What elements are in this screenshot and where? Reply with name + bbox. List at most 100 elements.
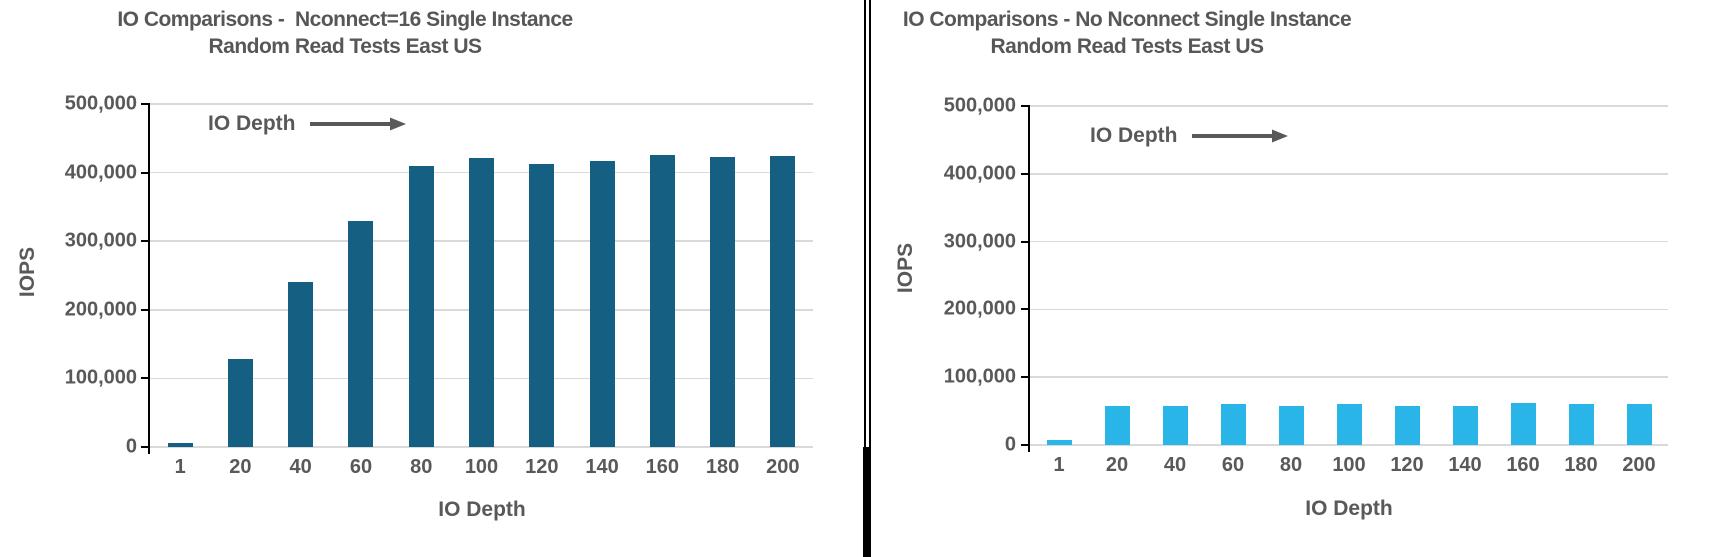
- bar-iodepth-200: [1626, 403, 1652, 445]
- x-tick-label: 60: [349, 456, 373, 478]
- x-tick-label: 20: [1105, 454, 1129, 476]
- y-axis-tick: [1021, 240, 1030, 243]
- x-tick-label: 1: [174, 456, 186, 478]
- y-tick-label: 200,000: [64, 298, 137, 321]
- bar-iodepth-1: [1046, 440, 1072, 445]
- bar-iodepth-100: [1336, 403, 1362, 445]
- x-tick-label: 100: [1332, 454, 1366, 476]
- panel-divider-bar: [863, 447, 871, 557]
- y-axis-tick: [1021, 376, 1030, 379]
- bar-iodepth-200: [770, 156, 796, 447]
- x-tick-label: 140: [1448, 454, 1482, 476]
- bar-iodepth-180: [710, 156, 736, 447]
- right-arrow-icon: [1191, 129, 1288, 143]
- x-axis-tick-labels: 1 20 40 60 80 100 120 140 160 180 200: [1030, 454, 1668, 480]
- annotation-label: IO Depth: [208, 112, 296, 135]
- bar-iodepth-120: [529, 163, 555, 447]
- gridline: [150, 377, 813, 380]
- y-axis-tick: [141, 103, 150, 105]
- bar-iodepth-80: [1278, 405, 1304, 445]
- gridline: [1030, 240, 1668, 243]
- x-tick-label: 60: [1221, 454, 1245, 476]
- y-tick-label: 100,000: [943, 365, 1016, 388]
- panel-divider-line: [868, 0, 871, 447]
- x-tick-label: 100: [464, 456, 499, 478]
- x-tick-label: 200: [766, 456, 800, 478]
- x-tick-label: 160: [1506, 454, 1540, 476]
- gridline: [150, 240, 813, 242]
- y-axis-line: [1028, 106, 1030, 452]
- y-tick-label: 500,000: [943, 94, 1016, 117]
- y-tick-label: 200,000: [943, 297, 1016, 320]
- bar-iodepth-40: [288, 282, 314, 447]
- y-axis-tick: [141, 308, 150, 311]
- x-tick-label: 80: [1279, 454, 1303, 476]
- gridline: [150, 171, 813, 174]
- y-axis-tick: [1021, 172, 1030, 175]
- plot-area: [1021, 105, 1668, 452]
- bar-iodepth-160: [1510, 402, 1536, 445]
- x-tick-label: 120: [1390, 454, 1424, 476]
- x-tick-label: 80: [410, 456, 433, 478]
- bar-iodepth-120: [1394, 405, 1420, 445]
- io-depth-annotation: IO Depth: [208, 112, 406, 136]
- gridline: [1030, 105, 1668, 107]
- right-arrow-icon: [309, 117, 406, 131]
- x-axis-title: IO Depth: [438, 498, 526, 521]
- io-depth-annotation: IO Depth: [1090, 124, 1288, 148]
- y-tick-label: 0: [1004, 433, 1016, 456]
- y-tick-label: 500,000: [64, 92, 137, 115]
- y-axis-tick: [141, 377, 150, 380]
- annotation-label: IO Depth: [1090, 124, 1178, 147]
- y-tick-label: 100,000: [64, 366, 137, 389]
- bar-iodepth-140: [1452, 405, 1478, 445]
- gridline: [150, 309, 813, 311]
- y-axis-tick-labels: 0 100,000 200,000 300,000 400,000 500,000: [0, 93, 137, 458]
- bar-iodepth-140: [589, 160, 615, 447]
- y-tick-label: 300,000: [943, 230, 1016, 253]
- x-tick-label: 180: [1564, 454, 1598, 476]
- y-axis-title: IOPS: [894, 242, 917, 294]
- bar-iodepth-20: [227, 358, 253, 447]
- gridline: [150, 446, 813, 448]
- y-axis-tick: [141, 240, 150, 243]
- bar-iodepth-160: [649, 155, 675, 447]
- y-axis-title: IOPS: [16, 246, 39, 298]
- panel-divider-line: [864, 0, 866, 447]
- y-axis-line: [148, 104, 150, 454]
- gridline: [1030, 308, 1668, 311]
- y-axis-tick: [1021, 105, 1030, 107]
- gridline: [150, 103, 813, 105]
- y-tick-label: 300,000: [64, 229, 137, 252]
- bar-iodepth-60: [348, 220, 374, 447]
- x-tick-label: 120: [525, 456, 559, 478]
- x-tick-label: 1: [1053, 454, 1065, 476]
- bar-iodepth-40: [1162, 405, 1188, 445]
- chart-title: IO Comparisons - No Nconnect Single Inst…: [902, 8, 1352, 58]
- plot-area: [141, 103, 813, 454]
- x-tick-label: 160: [645, 456, 679, 478]
- y-axis-tick: [141, 171, 150, 174]
- y-axis-tick: [1021, 308, 1030, 311]
- chart-title: IO Comparisons - Nconnect=16 Single Inst…: [117, 8, 573, 58]
- bar-iodepth-20: [1104, 406, 1130, 445]
- bar-iodepth-180: [1568, 404, 1594, 445]
- y-tick-label: 400,000: [943, 162, 1016, 185]
- y-axis-tick: [141, 446, 150, 448]
- bar-iodepth-1: [167, 442, 193, 447]
- y-axis-tick: [1021, 444, 1030, 446]
- y-tick-label: 400,000: [64, 161, 137, 184]
- bar-iodepth-100: [469, 157, 494, 447]
- bar-iodepth-60: [1220, 403, 1246, 445]
- gridline: [1030, 444, 1668, 446]
- x-tick-label: 40: [289, 456, 312, 478]
- y-axis-tick-labels: 0 100,000 200,000 300,000 400,000 500,000: [880, 95, 1016, 456]
- x-tick-label: 140: [585, 456, 619, 478]
- gridline: [1030, 376, 1668, 378]
- x-tick-label: 200: [1622, 454, 1656, 476]
- x-tick-label: 40: [1163, 454, 1187, 476]
- x-axis-title: IO Depth: [1305, 497, 1393, 520]
